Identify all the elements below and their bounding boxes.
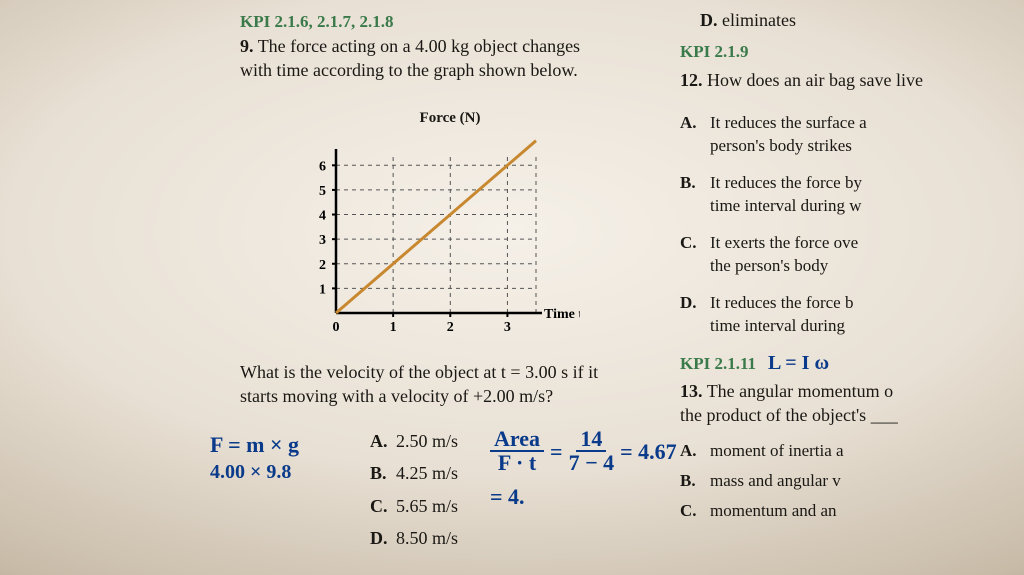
kpi-label-q12: KPI 2.1.9 (680, 42, 1024, 62)
option-d: D.It reduces the force btime interval du… (680, 292, 1024, 338)
question-number: 9. (240, 36, 254, 56)
option-b: B.4.25 m/s (370, 457, 458, 489)
q13-line1: The angular momentum o (707, 381, 893, 401)
svg-text:6: 6 (319, 159, 326, 174)
option-c: C.5.65 m/s (370, 490, 458, 522)
option-b: B.mass and angular v (680, 471, 1024, 491)
option-a: A.moment of inertia a (680, 441, 1024, 461)
svg-text:Time t (s): Time t (s) (544, 307, 580, 322)
hw-frac-top-2: 14 (576, 428, 606, 452)
svg-text:3: 3 (319, 233, 326, 248)
hw-line2: = 4. (490, 480, 677, 513)
q13-line2: the product of the object's (680, 405, 866, 425)
force-time-chart: Force (N) 1 2 3 4 5 6 0 1 2 3 Time t (s) (300, 110, 600, 350)
kpi-label: KPI 2.1.6, 2.1.7, 2.1.8 (240, 12, 640, 32)
svg-text:5: 5 (319, 184, 326, 199)
option-a: A.2.50 m/s (370, 425, 458, 457)
option-d: D.8.50 m/s (370, 522, 458, 554)
kpi-label-q13: KPI 2.1.11 (680, 354, 756, 374)
question-number: 12. (680, 70, 703, 90)
q12-line1: How does an air bag save live (707, 70, 923, 90)
hw-result: = 4.67 (620, 435, 677, 468)
question-9-subtext: What is the velocity of the object at t … (240, 360, 680, 409)
question-12-text: 12. How does an air bag save live (680, 68, 1024, 92)
svg-text:4: 4 (319, 209, 326, 224)
physics-worksheet-page: D. eliminates KPI 2.1.6, 2.1.7, 2.1.8 9.… (0, 0, 1024, 575)
question-13-options: A.moment of inertia a B.mass and angular… (680, 441, 1024, 521)
chart-svg: 1 2 3 4 5 6 0 1 2 3 Time t (s) (300, 131, 580, 341)
hw-frac-bot-2: 7 − 4 (569, 452, 615, 474)
option-c: C.It exerts the force ovethe person's bo… (680, 232, 1024, 278)
option-a: A.It reduces the surface aperson's body … (680, 112, 1024, 158)
question-9-header: KPI 2.1.6, 2.1.7, 2.1.8 9. The force act… (240, 12, 640, 83)
svg-text:1: 1 (319, 282, 326, 297)
handwriting-calc-middle: Area F · t = 14 7 − 4 = 4.67 = 4. (490, 428, 677, 513)
question-line2: with time according to the graph shown b… (240, 60, 578, 80)
hw-frac-bot-1: F · t (498, 452, 536, 474)
y-axis-label: Force (N) (300, 110, 600, 127)
question-9-options: A.2.50 m/s B.4.25 m/s C.5.65 m/s D.8.50 … (370, 425, 458, 555)
question-line1: The force acting on a 4.00 kg object cha… (258, 36, 580, 56)
question-number: 13. (680, 381, 703, 401)
svg-text:0: 0 (333, 320, 340, 335)
question-9-text: 9. The force acting on a 4.00 kg object … (240, 34, 640, 83)
hw-line2: 4.00 × 9.8 (210, 461, 291, 483)
right-column: KPI 2.1.9 12. How does an air bag save l… (680, 10, 1024, 531)
hw-frac-top-1: Area (490, 428, 544, 452)
question-13-text: 13. The angular momentum o the product o… (680, 379, 1024, 428)
svg-text:2: 2 (447, 320, 454, 335)
hw-eq: L = I ω (768, 352, 829, 375)
svg-text:2: 2 (319, 258, 326, 273)
svg-text:3: 3 (504, 320, 511, 335)
subtext-line1: What is the velocity of the object at t … (240, 362, 598, 382)
question-12-options: A.It reduces the surface aperson's body … (680, 112, 1024, 338)
handwriting-formula-left: F = m × g 4.00 × 9.8 (210, 432, 299, 485)
subtext-line2: starts moving with a velocity of +2.00 m… (240, 386, 553, 406)
option-b: B.It reduces the force bytime interval d… (680, 172, 1024, 218)
option-c: C.momentum and an (680, 501, 1024, 521)
svg-text:1: 1 (390, 320, 397, 335)
hw-line1: F = m × g (210, 432, 299, 457)
